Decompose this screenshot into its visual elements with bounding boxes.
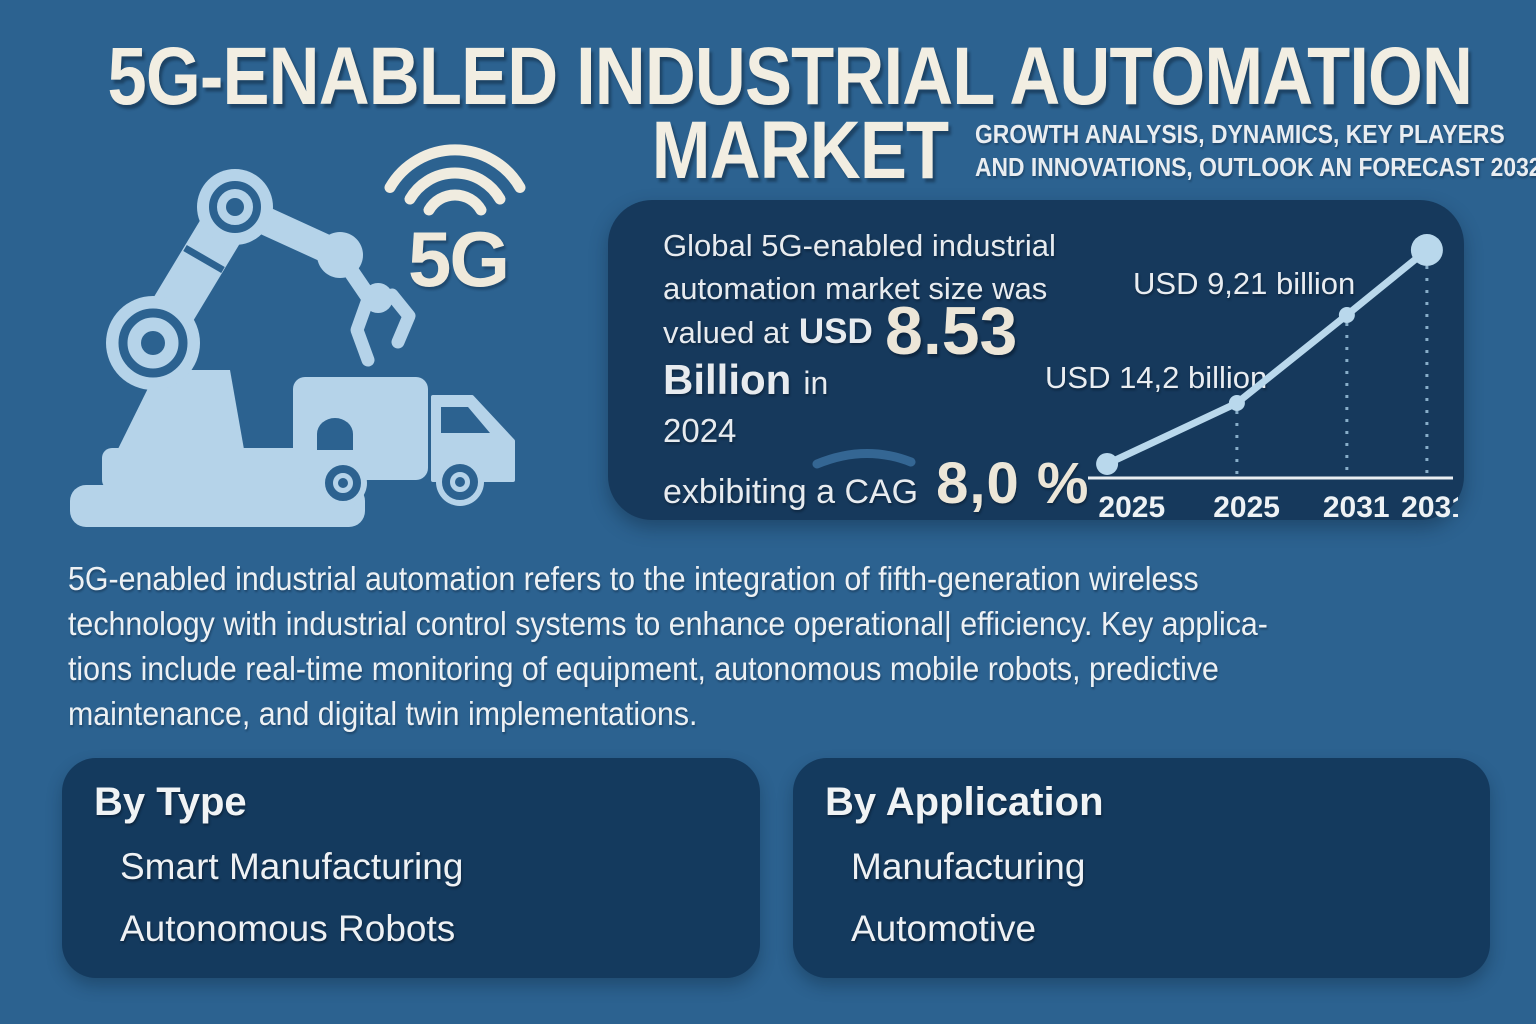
swoosh-accent	[812, 449, 916, 469]
subtitle-line1: GROWTH ANALYSIS, DYNAMICS, KEY PLAYERS	[975, 119, 1505, 149]
description-line: maintenance, and digital twin implementa…	[68, 695, 698, 732]
stats-text-line1: Global 5G-enabled industrial	[663, 228, 1056, 263]
truck-icon	[293, 377, 515, 507]
stats-text-line3: valued at USD	[663, 312, 873, 352]
page-title-line1: 5G-ENABLED INDUSTRIAL AUTOMATION	[107, 31, 1473, 122]
base-year: 2024	[663, 412, 737, 449]
subtitle-line2: AND INNOVATIONS, OUTLOOK AN FORECAST 203…	[975, 152, 1536, 182]
by-application-panel: By Application Manufacturing Automotive	[793, 758, 1490, 978]
robot-arm-truck-illustration	[70, 144, 526, 527]
svg-text:2025: 2025	[1098, 491, 1165, 524]
by-type-item-smart-manufacturing: Smart Manufacturing	[120, 846, 464, 887]
market-value: 8.53	[885, 293, 1018, 369]
in-label: in	[803, 365, 829, 401]
market-stats-panel: Global 5G-enabled industrial automation …	[608, 200, 1464, 524]
by-type-item-autonomous-robots: Autonomous Robots	[120, 908, 456, 949]
svg-text:2031: 2031	[1323, 491, 1390, 524]
cagr-value: 8,0 %	[936, 451, 1090, 516]
billion-label: Billion	[663, 356, 792, 403]
cagr-prefix-text: exbibiting a CAG	[663, 473, 919, 511]
chart-annotation-9-21: USD 9,21 billion	[1133, 266, 1356, 301]
description-line: technology with industrial control syste…	[68, 605, 1268, 642]
page-subtitle: GROWTH ANALYSIS, DYNAMICS, KEY PLAYERS A…	[975, 118, 1536, 184]
page-title-line2: MARKET	[651, 105, 949, 196]
robot-arm-icon	[70, 169, 416, 527]
by-application-title: By Application	[825, 780, 1104, 824]
valued-at-text: valued at	[663, 315, 789, 350]
by-application-item-automotive: Automotive	[851, 908, 1037, 949]
description-line: 5G-enabled industrial automation refers …	[68, 560, 1199, 597]
svg-text:2025: 2025	[1213, 491, 1280, 524]
market-description: 5G-enabled industrial automation refers …	[68, 556, 1448, 736]
by-application-item-manufacturing: Manufacturing	[851, 846, 1086, 887]
growth-line-chart: 2025 2025 2031 2031	[1088, 233, 1458, 524]
chart-annotation-14-2: USD 14,2 billion	[1045, 360, 1268, 395]
svg-text:2031: 2031	[1401, 491, 1458, 524]
wifi-signal-icon	[384, 144, 526, 216]
by-type-panel: By Type Smart Manufacturing Autonomous R…	[62, 758, 760, 978]
description-line: tions include real-time monitoring of eq…	[68, 650, 1219, 687]
usd-label: USD	[798, 312, 873, 351]
by-type-title: By Type	[94, 780, 247, 824]
stats-text-line2: automation market size was	[663, 271, 1048, 306]
cagr-line: exbibiting a CAG 8,0 %	[663, 450, 1089, 517]
5g-label: 5G	[408, 215, 510, 303]
stats-text-line4: Billion in	[663, 356, 828, 404]
